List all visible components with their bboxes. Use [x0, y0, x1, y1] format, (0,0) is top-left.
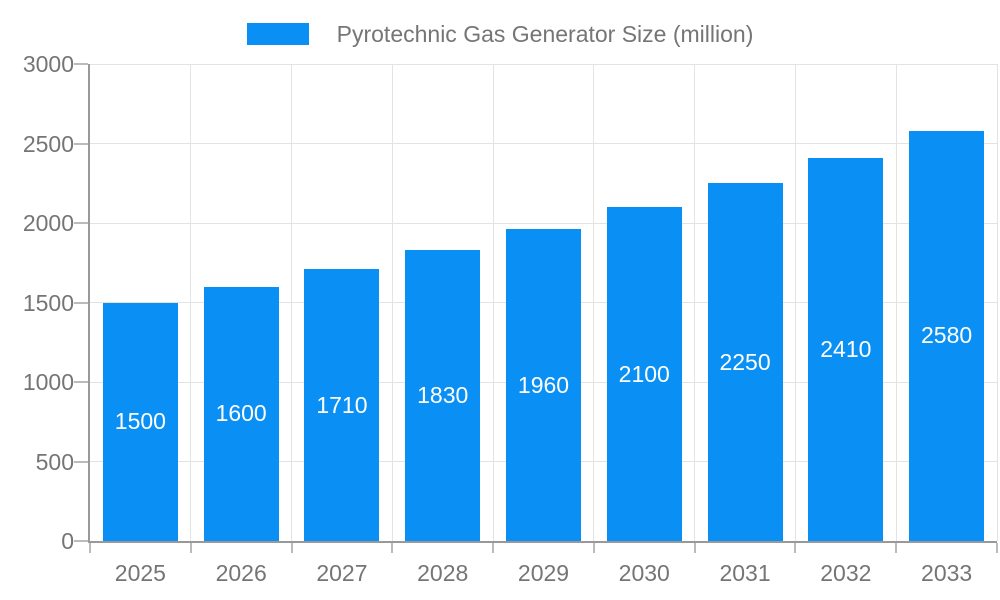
- bar-value-label: 2250: [719, 348, 771, 375]
- bar-2033[interactable]: 2580: [909, 130, 985, 541]
- bar-2029[interactable]: 1960: [506, 229, 581, 541]
- x-axis-tick: [895, 543, 898, 553]
- x-axis-label: 2029: [517, 560, 570, 586]
- y-axis-tick: [74, 222, 88, 224]
- y-axis-label: 500: [35, 448, 74, 475]
- gridline-vertical: [895, 64, 897, 541]
- x-axis-tick: [492, 543, 495, 553]
- x-axis-tick: [693, 543, 696, 553]
- gridline-horizontal: [90, 222, 997, 224]
- bar-value-label: 2100: [618, 360, 670, 387]
- gridline-horizontal: [90, 143, 997, 144]
- y-axis-label: 3000: [22, 51, 74, 77]
- gridline-vertical: [794, 64, 796, 541]
- x-axis-label: 2031: [719, 560, 771, 586]
- y-axis-tick: [74, 381, 88, 383]
- x-axis-label: 2030: [618, 560, 670, 586]
- bar-value-label: 1830: [417, 382, 469, 409]
- y-axis-tick: [74, 301, 88, 304]
- bar-2032[interactable]: 2410: [808, 157, 884, 541]
- y-axis-label: 1500: [22, 289, 74, 316]
- bar-value-label: 1500: [114, 408, 166, 435]
- x-axis-tick: [794, 543, 797, 553]
- legend-swatch-icon: [246, 23, 309, 45]
- x-axis-label: 2033: [921, 560, 973, 586]
- x-axis-label: 2026: [215, 560, 267, 586]
- x-axis-label: 2027: [316, 560, 368, 586]
- x-axis-tick: [592, 543, 595, 553]
- gridline-horizontal: [90, 63, 997, 65]
- bar-2026[interactable]: 1600: [203, 286, 279, 541]
- x-axis-label: 2028: [417, 560, 469, 586]
- bar-value-label: 1600: [215, 400, 267, 427]
- bar-2028[interactable]: 1830: [405, 250, 481, 541]
- gridline-vertical: [391, 64, 393, 541]
- bar-value-label: 1960: [517, 371, 570, 398]
- legend[interactable]: Pyrotechnic Gas Generator Size (million): [0, 14, 1000, 54]
- bar-value-label: 2410: [820, 335, 872, 362]
- x-axis-tick: [189, 543, 192, 553]
- y-axis-tick: [74, 540, 88, 542]
- gridline-vertical: [694, 64, 696, 541]
- gridline-vertical: [996, 64, 998, 541]
- x-axis-tick: [89, 543, 91, 553]
- gridline-vertical: [190, 64, 192, 541]
- y-axis-label: 0: [61, 528, 74, 554]
- x-axis-label: 2032: [820, 560, 872, 586]
- gridline-vertical: [593, 64, 595, 541]
- bar-2031[interactable]: 2250: [707, 183, 783, 541]
- x-axis-label: 2025: [114, 560, 166, 586]
- bar-2027[interactable]: 1710: [304, 269, 380, 541]
- y-axis-label: 2500: [22, 130, 74, 157]
- y-axis-tick: [74, 63, 88, 65]
- x-axis-tick: [996, 543, 998, 553]
- y-axis-label: 2000: [22, 210, 74, 236]
- legend-label: Pyrotechnic Gas Generator Size (million): [336, 21, 754, 47]
- y-axis-label: 1000: [22, 369, 74, 395]
- gridline-vertical: [291, 64, 293, 541]
- x-axis-tick: [290, 543, 293, 553]
- y-axis-tick: [74, 460, 88, 463]
- bar-value-label: 1710: [316, 391, 368, 418]
- x-axis-tick: [391, 543, 394, 553]
- plot-area: 0 500 1000 1500 2000 2500 3000 1500 2025 1600 2026…: [23, 51, 998, 586]
- y-axis-tick: [74, 142, 88, 145]
- gridline-vertical: [492, 64, 494, 541]
- bar-2030[interactable]: 2100: [606, 207, 682, 541]
- bar-value-label: 2580: [921, 322, 973, 349]
- bar-2025[interactable]: 1500: [102, 302, 178, 541]
